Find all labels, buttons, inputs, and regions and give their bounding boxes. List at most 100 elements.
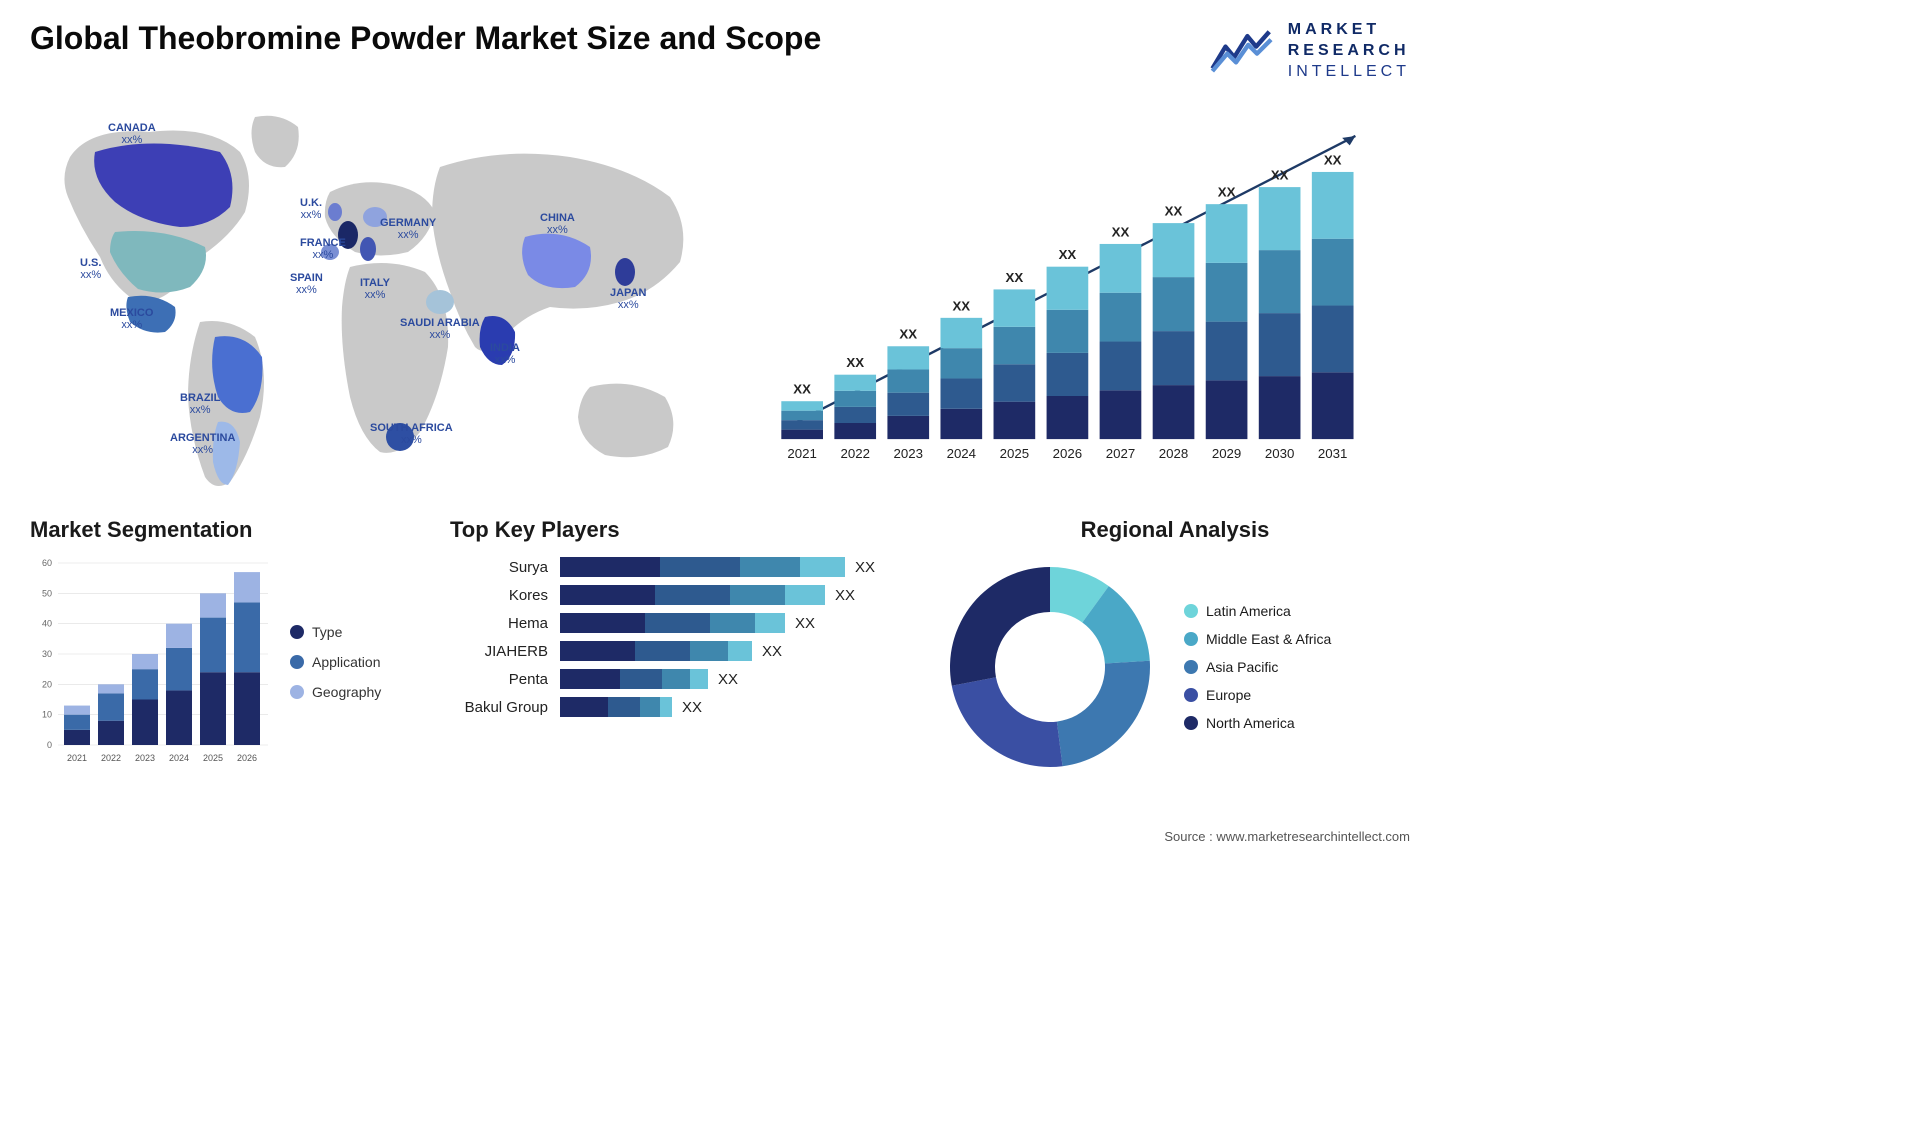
page-title: Global Theobromine Powder Market Size an… xyxy=(30,20,821,57)
svg-text:2021: 2021 xyxy=(67,753,87,763)
svg-text:XX: XX xyxy=(1271,168,1289,183)
player-row-surya: SuryaXX xyxy=(450,557,920,577)
logo-line2: RESEARCH xyxy=(1288,41,1410,62)
svg-text:2025: 2025 xyxy=(203,753,223,763)
logo-line3: INTELLECT xyxy=(1288,62,1410,83)
donut-slice-asiapacific xyxy=(1057,661,1150,766)
map-label-canada: CANADAxx% xyxy=(108,122,156,146)
svg-text:50: 50 xyxy=(42,589,52,599)
player-bar xyxy=(560,585,825,605)
player-row-penta: Penta XX xyxy=(450,669,920,689)
map-label-brazil: BRAZILxx% xyxy=(180,392,220,416)
world-map: CANADAxx%U.S.xx%MEXICOxx%BRAZILxx%ARGENT… xyxy=(30,97,710,497)
svg-text:2026: 2026 xyxy=(237,753,257,763)
player-row-bakul-group: Bakul Group XX xyxy=(450,697,920,717)
player-label: Hema xyxy=(450,615,560,632)
logo-line1: MARKET xyxy=(1288,20,1410,41)
svg-text:XX: XX xyxy=(1165,204,1183,219)
player-label: Kores xyxy=(450,587,560,604)
map-label-spain: SPAINxx% xyxy=(290,272,323,296)
player-bar xyxy=(560,557,845,577)
seg-legend-geography: Geography xyxy=(290,684,381,700)
player-label: Penta xyxy=(450,671,560,688)
regional-legend-middleeastafrica: Middle East & Africa xyxy=(1184,631,1331,647)
player-value: XX xyxy=(752,643,782,660)
player-bar xyxy=(560,697,672,717)
map-label-india: INDIAxx% xyxy=(490,342,520,366)
svg-text:XX: XX xyxy=(1112,225,1130,240)
regional-legend-latinamerica: Latin America xyxy=(1184,603,1331,619)
svg-text:XX: XX xyxy=(1218,185,1236,200)
player-row-jiaherb: JIAHERB XX xyxy=(450,641,920,661)
player-bar xyxy=(560,669,708,689)
map-label-italy: ITALYxx% xyxy=(360,277,390,301)
svg-text:XX: XX xyxy=(1324,153,1342,168)
player-label: Surya xyxy=(450,559,560,576)
svg-text:2021: 2021 xyxy=(787,446,816,461)
svg-text:10: 10 xyxy=(42,710,52,720)
growth-bar-chart: XX 2021 XX 2022 XX 2023 XX 2024 XX 2025 XX 2026 XX 20… xyxy=(740,97,1410,477)
regional-legend-northamerica: North America xyxy=(1184,715,1331,731)
players-section: Top Key Players SuryaXXKoresXXHemaXXJIAH… xyxy=(450,517,920,777)
map-label-southafrica: SOUTH AFRICAxx% xyxy=(370,422,453,446)
svg-text:30: 30 xyxy=(42,649,52,659)
svg-text:XX: XX xyxy=(899,327,917,342)
map-label-germany: GERMANYxx% xyxy=(380,217,436,241)
segmentation-chart: 0102030405060202120222023202420252026 xyxy=(30,557,270,767)
svg-text:XX: XX xyxy=(1059,247,1077,262)
player-value: XX xyxy=(785,615,815,632)
player-value: XX xyxy=(825,587,855,604)
segmentation-section: Market Segmentation 01020304050602021202… xyxy=(30,517,430,777)
map-label-france: FRANCExx% xyxy=(300,237,346,261)
brand-logo: MARKET RESEARCH INTELLECT xyxy=(1208,20,1410,82)
svg-text:2023: 2023 xyxy=(894,446,923,461)
svg-text:2030: 2030 xyxy=(1265,446,1294,461)
player-value: XX xyxy=(708,671,738,688)
svg-text:20: 20 xyxy=(42,680,52,690)
map-country-uk xyxy=(328,203,342,221)
player-bar xyxy=(560,613,785,633)
regional-donut xyxy=(940,557,1160,777)
players-title: Top Key Players xyxy=(450,517,920,543)
seg-legend-application: Application xyxy=(290,654,381,670)
map-country-italy xyxy=(360,237,376,261)
segmentation-legend: Type Application Geography xyxy=(290,557,381,767)
map-label-saudiarabia: SAUDI ARABIAxx% xyxy=(400,317,480,341)
regional-title: Regional Analysis xyxy=(940,517,1410,543)
svg-text:2031: 2031 xyxy=(1318,446,1347,461)
player-value: XX xyxy=(672,699,702,716)
svg-text:XX: XX xyxy=(952,299,970,314)
svg-text:2027: 2027 xyxy=(1106,446,1135,461)
svg-text:XX: XX xyxy=(1006,270,1024,285)
svg-text:2026: 2026 xyxy=(1053,446,1082,461)
svg-text:2022: 2022 xyxy=(101,753,121,763)
donut-slice-northamerica xyxy=(950,567,1050,686)
svg-text:XX: XX xyxy=(846,355,864,370)
logo-mark-icon xyxy=(1208,26,1278,76)
svg-text:2025: 2025 xyxy=(1000,446,1029,461)
map-country-saudi xyxy=(426,290,454,314)
player-label: JIAHERB xyxy=(450,643,560,660)
donut-slice-europe xyxy=(952,678,1063,768)
svg-text:2024: 2024 xyxy=(947,446,976,461)
map-label-japan: JAPANxx% xyxy=(610,287,646,311)
map-label-us: U.S.xx% xyxy=(80,257,101,281)
seg-legend-type: Type xyxy=(290,624,381,640)
svg-text:XX: XX xyxy=(793,382,811,397)
player-label: Bakul Group xyxy=(450,699,560,716)
regional-legend-asiapacific: Asia Pacific xyxy=(1184,659,1331,675)
map-label-mexico: MEXICOxx% xyxy=(110,307,153,331)
regional-section: Regional Analysis Latin America Middle Ea… xyxy=(940,517,1410,777)
svg-text:2028: 2028 xyxy=(1159,446,1188,461)
svg-text:2024: 2024 xyxy=(169,753,189,763)
regional-legend-europe: Europe xyxy=(1184,687,1331,703)
map-country-japan xyxy=(615,258,635,286)
map-label-china: CHINAxx% xyxy=(540,212,575,236)
svg-text:2022: 2022 xyxy=(840,446,869,461)
player-bar xyxy=(560,641,752,661)
players-list: SuryaXXKoresXXHemaXXJIAHERBXXPentaXXBaku… xyxy=(450,557,920,717)
map-label-uk: U.K.xx% xyxy=(300,197,322,221)
svg-text:2029: 2029 xyxy=(1212,446,1241,461)
footer-source: Source : www.marketresearchintellect.com xyxy=(1164,829,1410,844)
player-row-hema: Hema XX xyxy=(450,613,920,633)
